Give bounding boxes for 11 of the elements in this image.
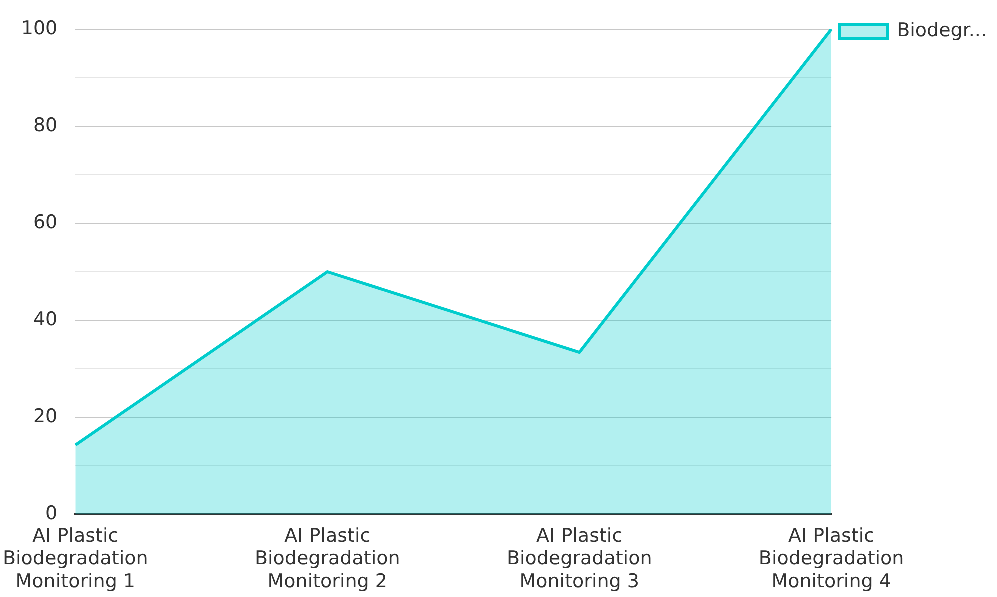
legend-label: Biodegr... <box>897 19 988 42</box>
y-tick-label: 80 <box>33 114 58 136</box>
x-tick-label: AI Plastic Biodegradation Monitoring 3 <box>506 524 652 593</box>
x-tick-label: AI Plastic Biodegradation Monitoring 2 <box>254 524 400 593</box>
y-tick-label: 40 <box>33 308 58 330</box>
y-tick-label: 100 <box>21 17 58 40</box>
x-tick-label: AI Plastic Biodegradation Monitoring 4 <box>758 524 904 593</box>
y-tick-label: 60 <box>33 211 58 234</box>
y-tick-label: 20 <box>33 405 58 428</box>
y-tick-label: 0 <box>46 502 58 525</box>
x-tick-label: AI Plastic Biodegradation Monitoring 1 <box>2 524 148 593</box>
